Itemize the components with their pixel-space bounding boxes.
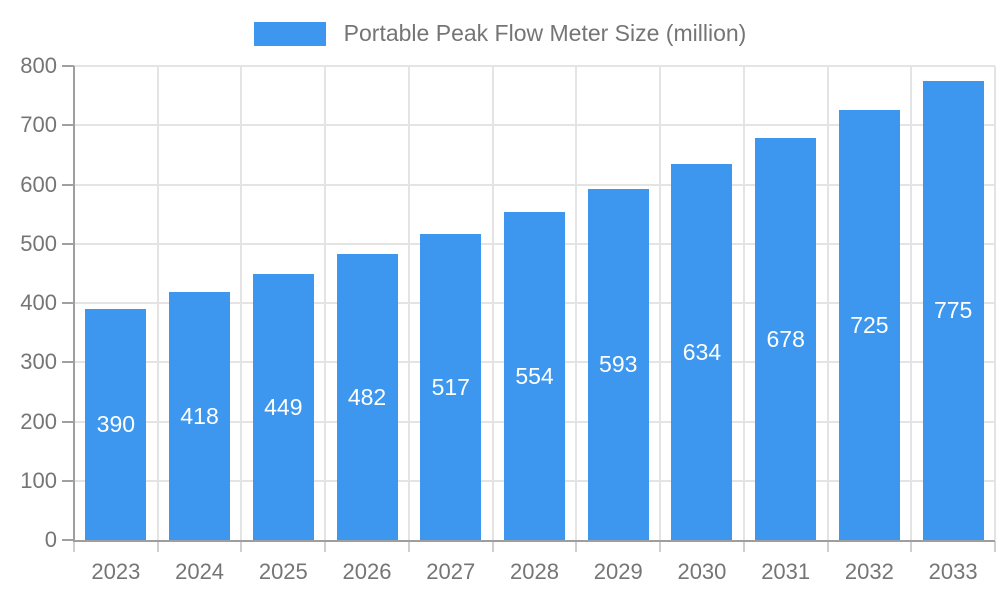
x-axis-label-2033: 2033 <box>928 559 978 584</box>
chart-legend[interactable]: Portable Peak Flow Meter Size (million) <box>0 20 1000 47</box>
legend-label: Portable Peak Flow Meter Size (million) <box>343 20 747 46</box>
legend-swatch[interactable] <box>253 21 326 46</box>
x-axis-label-2030: 2030 <box>677 559 727 584</box>
bar-value-label-2027: 517 <box>431 373 470 400</box>
gridline-x-2 <box>240 66 243 540</box>
bar-value-label-2029: 593 <box>599 351 638 378</box>
gridline-x-9 <box>826 66 829 540</box>
y-axis-label-0: 0 <box>44 527 57 552</box>
bar-value-label-2030: 634 <box>682 339 722 366</box>
bar-2025[interactable] <box>252 273 314 540</box>
y-tick-300 <box>62 361 74 364</box>
bar-value-label-2023: 390 <box>96 411 136 438</box>
y-axis-label-300: 300 <box>20 349 57 375</box>
x-tick-2 <box>240 541 243 552</box>
y-tick-600 <box>62 183 74 186</box>
gridline-x-11 <box>994 66 996 540</box>
y-axis-label-200: 200 <box>20 408 57 434</box>
gridline-x-7 <box>659 66 662 540</box>
x-tick-9 <box>826 541 829 552</box>
y-axis-label-800: 800 <box>20 53 57 78</box>
x-tick-10 <box>910 541 913 552</box>
x-tick-11 <box>994 541 996 552</box>
x-tick-6 <box>575 541 578 552</box>
y-axis-label-500: 500 <box>20 230 57 256</box>
x-tick-0 <box>73 541 75 552</box>
gridline-x-10 <box>910 66 913 540</box>
y-tick-800 <box>62 65 74 67</box>
bar-2026[interactable] <box>336 254 398 540</box>
x-tick-1 <box>156 541 159 552</box>
gridline-x-1 <box>156 66 159 540</box>
y-axis-line <box>73 66 75 542</box>
x-axis-label-2024: 2024 <box>175 559 225 584</box>
bar-value-label-2033: 775 <box>933 297 973 324</box>
bar-2029[interactable] <box>587 188 649 540</box>
x-tick-3 <box>324 541 327 552</box>
x-axis-label-2023: 2023 <box>91 559 141 584</box>
x-tick-5 <box>491 541 494 552</box>
bar-2030[interactable] <box>671 164 733 540</box>
x-axis-label-2025: 2025 <box>258 559 308 584</box>
bar-2028[interactable] <box>504 211 565 540</box>
y-axis-label-700: 700 <box>20 112 57 138</box>
bar-value-label-2026: 482 <box>347 384 387 411</box>
x-axis-line <box>74 540 995 542</box>
x-tick-7 <box>659 541 662 552</box>
bar-2033[interactable] <box>922 80 984 540</box>
y-tick-100 <box>62 479 74 482</box>
bar-2024[interactable] <box>169 292 231 540</box>
x-axis-label-2032: 2032 <box>844 559 894 584</box>
bar-value-label-2028: 554 <box>515 362 554 389</box>
bar-value-label-2025: 449 <box>264 393 303 420</box>
y-tick-200 <box>62 420 74 423</box>
y-tick-0 <box>62 539 74 541</box>
bar-2032[interactable] <box>838 110 900 540</box>
x-axis-label-2027: 2027 <box>426 559 476 584</box>
gridline-y-700 <box>74 124 995 127</box>
y-tick-500 <box>62 242 74 245</box>
x-axis-label-2026: 2026 <box>342 559 392 584</box>
y-tick-700 <box>62 124 74 127</box>
gridline-y-800 <box>74 65 995 67</box>
y-axis-label-600: 600 <box>20 171 57 197</box>
bar-value-label-2031: 678 <box>766 326 805 353</box>
gridline-x-6 <box>575 66 578 540</box>
bar-2027[interactable] <box>420 233 482 540</box>
bar-2031[interactable] <box>755 138 817 540</box>
bar-2023[interactable] <box>85 308 147 540</box>
x-axis-label-2029: 2029 <box>593 559 643 584</box>
gridline-y-600 <box>74 183 995 186</box>
gridline-x-8 <box>742 66 745 540</box>
bar-value-label-2024: 418 <box>180 403 219 430</box>
gridline-x-4 <box>407 66 410 540</box>
bar-value-label-2032: 725 <box>850 312 889 339</box>
gridline-x-5 <box>491 66 494 540</box>
x-axis-label-2028: 2028 <box>510 559 559 584</box>
y-tick-400 <box>62 302 74 304</box>
y-axis-label-400: 400 <box>20 290 57 315</box>
gridline-x-3 <box>324 66 327 540</box>
x-axis-label-2031: 2031 <box>761 559 811 584</box>
x-tick-4 <box>407 541 410 552</box>
y-axis-label-100: 100 <box>20 467 57 493</box>
x-tick-8 <box>742 541 745 552</box>
